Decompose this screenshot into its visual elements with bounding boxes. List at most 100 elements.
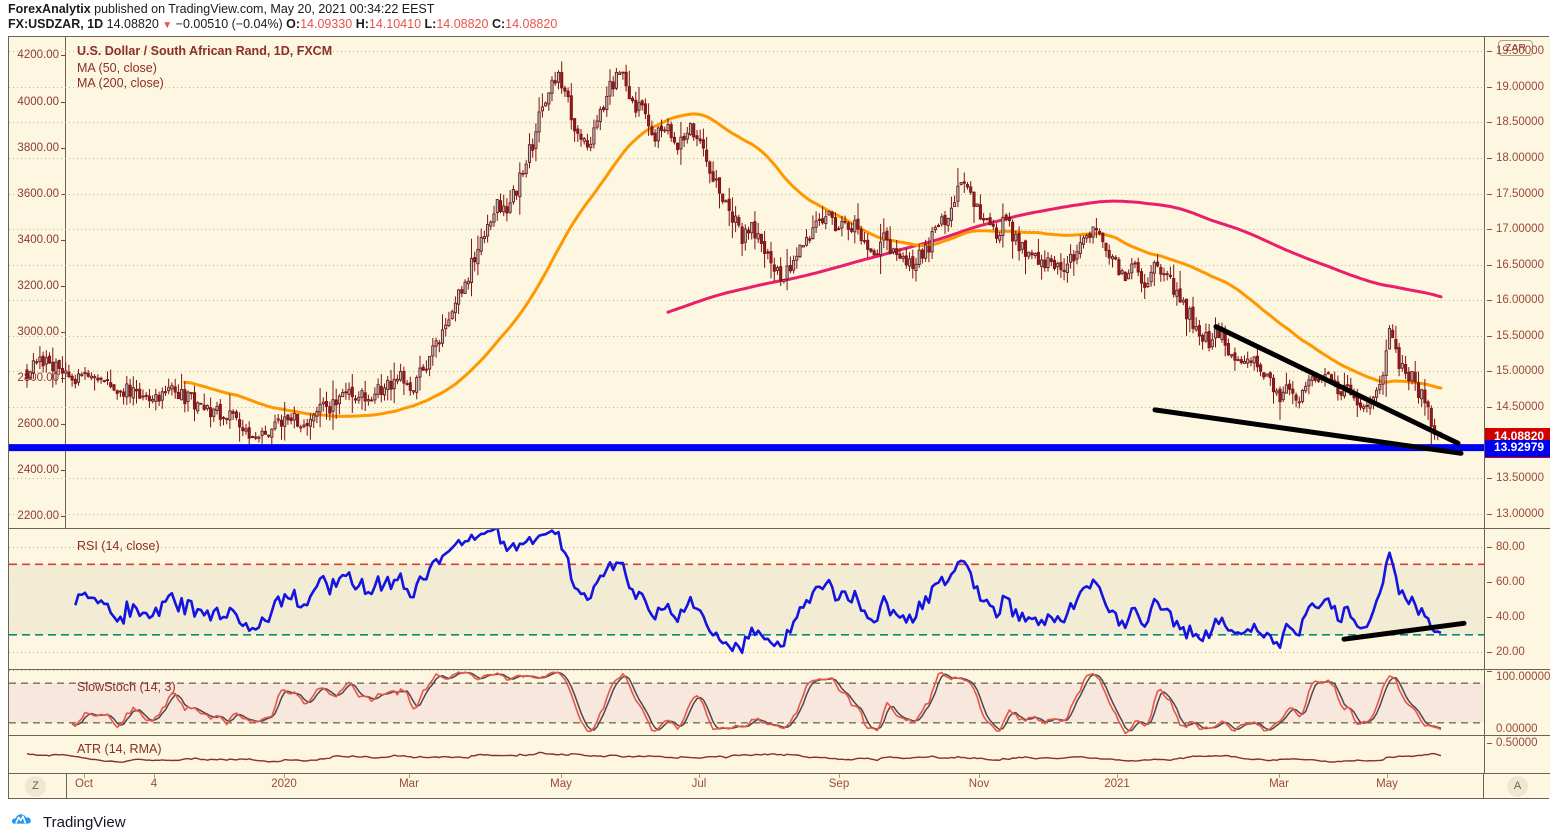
price-scale-tick-label: 18.00000 xyxy=(1496,151,1544,164)
header-high-value: 14.10410 xyxy=(368,17,422,31)
legend-atr[interactable]: ATR (14, RMA) xyxy=(77,742,162,756)
left-scale-tick-label: 3000.00 xyxy=(17,326,59,339)
left-scale-tick xyxy=(61,285,65,287)
left-scale-tick-label: 2400.00 xyxy=(17,464,59,477)
price-plot-area[interactable] xyxy=(9,37,1484,528)
price-scale-tick xyxy=(1487,122,1492,124)
price-scale-tick-label: 13.00000 xyxy=(1496,507,1544,520)
left-scale-tick xyxy=(61,55,65,57)
slowstoch-pane[interactable]: 100.00000 0.00000 SlowStoch (14, 3) xyxy=(9,669,1550,735)
stoch-scale[interactable]: 100.00000 0.00000 xyxy=(1484,670,1550,735)
price-plot-svg xyxy=(9,51,1484,515)
atr-scale-tick-label: 0.50000 xyxy=(1496,737,1538,749)
header-open-label: O: xyxy=(286,17,301,31)
time-axis-tick xyxy=(699,774,700,778)
price-scale-tick xyxy=(1487,300,1492,302)
time-axis-tick xyxy=(839,774,840,778)
chart-header: ForexAnalytix published on TradingView.c… xyxy=(0,0,1557,32)
time-axis-tick xyxy=(154,774,155,778)
price-scale-tick-label: 14.50000 xyxy=(1496,401,1544,414)
currency-badge: ZAR xyxy=(1498,40,1533,56)
left-scale-tick-label: 3800.00 xyxy=(17,141,59,154)
atr-scale[interactable]: 0.50000 xyxy=(1484,736,1550,773)
left-scale-tick-label: 2600.00 xyxy=(17,418,59,431)
price-scale-tick xyxy=(1487,371,1492,373)
stoch-plot-area[interactable] xyxy=(9,670,1484,735)
timezone-button[interactable]: Z xyxy=(25,776,46,797)
left-scale-tick xyxy=(61,239,65,241)
footer: TradingView xyxy=(0,804,1557,840)
header-quote-line: FX:USDZAR, 1D 14.08820 ▼ −0.00510 (−0.04… xyxy=(8,17,1557,33)
rsi-scale-tick-label: 60.00 xyxy=(1496,575,1525,588)
auto-scale-button[interactable]: A xyxy=(1507,776,1528,797)
rsi-scale[interactable]: 80.00 60.00 40.00 20.00 xyxy=(1484,529,1550,669)
header-author: ForexAnalytix xyxy=(8,2,91,16)
price-scale-tick xyxy=(1487,513,1492,515)
price-scale-tick xyxy=(1487,157,1492,159)
legend-ma50[interactable]: MA (50, close) xyxy=(77,61,157,75)
header-low-value: 14.08820 xyxy=(436,17,489,31)
atr-plot-svg xyxy=(26,751,1442,763)
price-scale-tick-label: 13.50000 xyxy=(1496,472,1544,485)
header-last-price: 14.08820 xyxy=(106,17,159,31)
tradingview-brand-text: TradingView xyxy=(43,813,126,831)
header-close-label: C: xyxy=(491,17,506,31)
header-published: published on TradingView.com, May 20, 20… xyxy=(90,2,435,16)
time-axis-tick xyxy=(561,774,562,778)
rsi-plot-svg xyxy=(9,529,1484,655)
time-axis-tick xyxy=(84,774,85,778)
time-axis-tick-label: Jul xyxy=(691,778,707,790)
support-line-price-tag: 13.92979 xyxy=(1485,439,1550,457)
atr-line-series xyxy=(26,751,1442,763)
header-close-value: 14.08820 xyxy=(505,17,558,31)
rsi-pane[interactable]: 80.00 60.00 40.00 20.00 RSI (14, close) xyxy=(9,528,1550,669)
time-axis-tick-label: 2020 xyxy=(271,778,297,790)
time-axis-tick-label: Nov xyxy=(968,778,990,790)
left-scale-tick-label: 4000.00 xyxy=(17,95,59,108)
time-axis-tick-label: Mar xyxy=(1269,778,1289,790)
tradingview-logo-icon xyxy=(12,811,36,834)
left-scale-tick-label: 3200.00 xyxy=(17,279,59,292)
time-axis[interactable]: Z A Oct 4 2020 Mar May Jul Sep Nov 2021 Mar May xyxy=(9,773,1550,798)
chart-container[interactable]: 4200.00 4000.00 3800.00 3600.00 3400.00 3200.… xyxy=(8,36,1550,799)
stoch-plot-svg xyxy=(9,670,1484,735)
right-price-scale[interactable]: ZAR 19.50000 19.00000 18.50000 18.00000 17.5… xyxy=(1484,37,1550,528)
price-scale-tick xyxy=(1487,478,1492,480)
rsi-scale-tick xyxy=(1487,617,1492,619)
legend-slowstoch[interactable]: SlowStoch (14, 3) xyxy=(77,680,176,694)
left-scale-tick xyxy=(61,147,65,149)
header-open-value: 14.09330 xyxy=(300,17,353,31)
chart-title: U.S. Dollar / South African Rand, 1D, FX… xyxy=(77,44,333,58)
rsi-scale-tick-label: 40.00 xyxy=(1496,611,1525,624)
time-axis-tick-label: May xyxy=(550,778,572,790)
price-pane[interactable]: 4200.00 4000.00 3800.00 3600.00 3400.00 3200.… xyxy=(9,37,1550,528)
time-axis-tick xyxy=(1387,774,1388,778)
left-scale-tick-label: 2200.00 xyxy=(17,510,59,523)
legend-rsi[interactable]: RSI (14, close) xyxy=(77,539,160,553)
price-scale-tick-label: 18.50000 xyxy=(1496,116,1544,129)
header-low-label: L: xyxy=(424,17,437,31)
rsi-plot-area[interactable] xyxy=(9,529,1484,669)
atr-plot-area[interactable] xyxy=(9,736,1484,773)
time-axis-tick xyxy=(1117,774,1118,778)
header-symbol[interactable]: FX:USDZAR, 1D xyxy=(8,17,104,31)
left-scale-tick xyxy=(61,516,65,518)
down-triangle-icon: ▼ xyxy=(162,20,173,31)
legend-ma200[interactable]: MA (200, close) xyxy=(77,76,164,90)
left-scale-tick xyxy=(61,332,65,334)
price-scale-tick-label: 16.00000 xyxy=(1496,294,1544,307)
price-scale-tick xyxy=(1487,229,1492,231)
price-scale-tick-label: 17.00000 xyxy=(1496,223,1544,236)
atr-pane[interactable]: 0.50000 ATR (14, RMA) xyxy=(9,735,1550,773)
rsi-scale-tick xyxy=(1487,546,1492,548)
candlestick-series xyxy=(25,61,1443,450)
stoch-scale-tick-label: 0.00000 xyxy=(1496,723,1538,735)
left-scale-tick-label: 3400.00 xyxy=(17,233,59,246)
stoch-gridlines xyxy=(9,670,1484,724)
rsi-line-series xyxy=(74,529,1442,655)
price-scale-tick xyxy=(1487,51,1492,53)
price-scale-tick xyxy=(1487,264,1492,266)
price-scale-tick xyxy=(1487,193,1492,195)
time-axis-left-divider xyxy=(66,774,67,798)
